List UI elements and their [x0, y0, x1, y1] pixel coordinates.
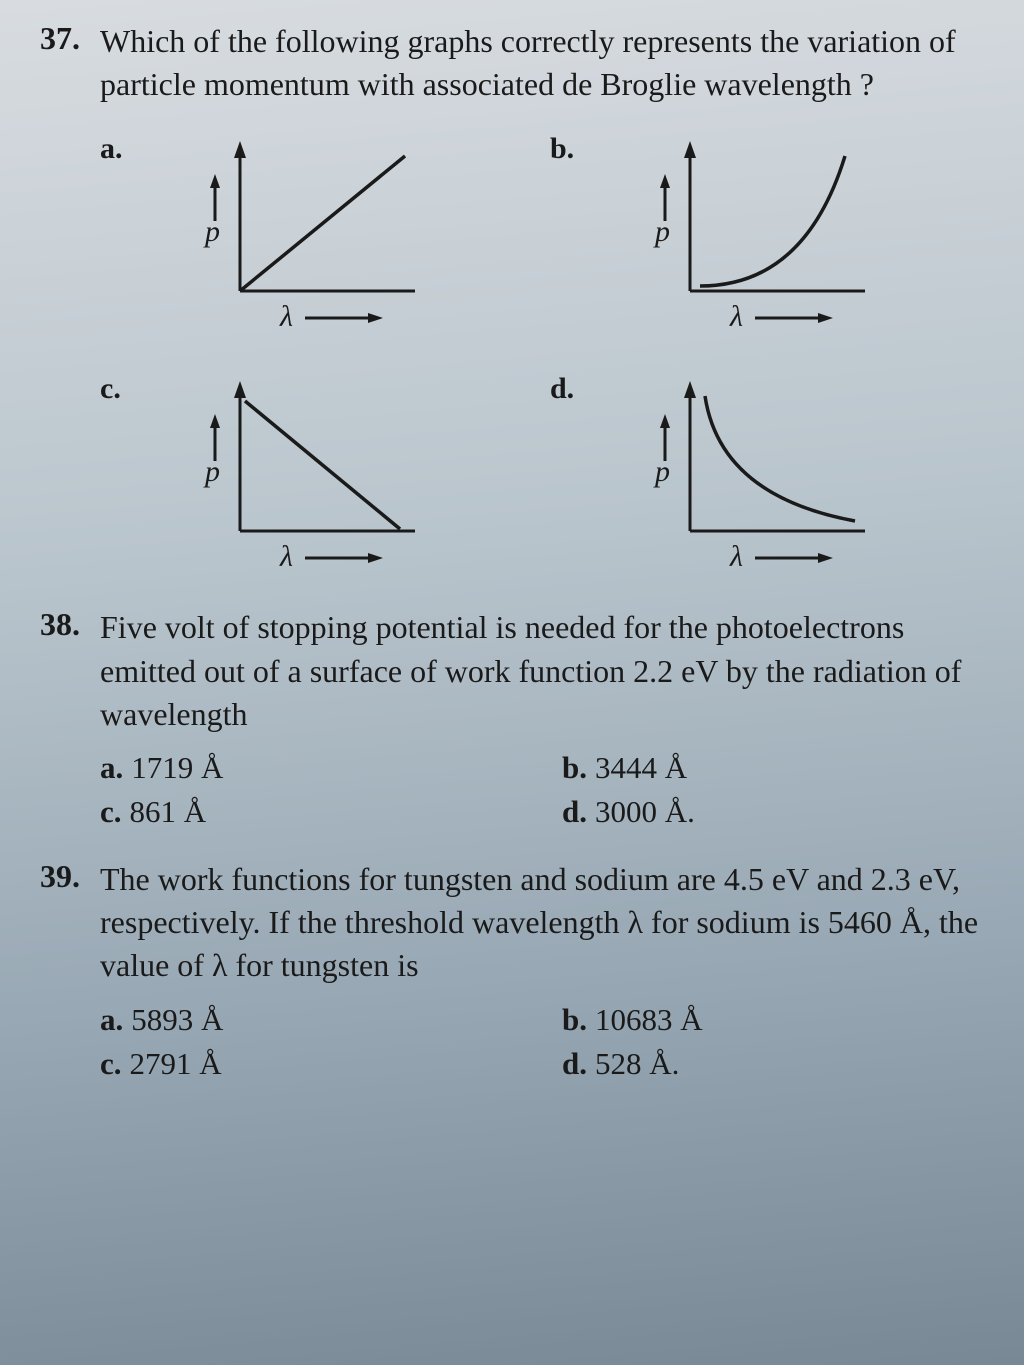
q39-block: 39. The work functions for tungsten and … — [40, 858, 984, 988]
q38-number: 38. — [40, 606, 100, 643]
q39-opt-c-value: 2791 Å — [130, 1046, 222, 1081]
q39-option-a: a.5893 Å — [100, 1002, 522, 1038]
page-container: 37. Which of the following graphs correc… — [0, 0, 1024, 1365]
q38-option-a: a.1719 Å — [100, 750, 522, 786]
q37-number: 37. — [40, 20, 100, 57]
q39-option-c: c.2791 Å — [100, 1046, 522, 1082]
q39-opt-a-value: 5893 Å — [131, 1002, 223, 1037]
q37-a-ylabel: p — [203, 215, 220, 248]
q38-opt-a-value: 1719 Å — [131, 750, 223, 785]
q38-opt-d-label: d. — [562, 794, 587, 829]
q38-opt-b-value: 3444 Å — [595, 750, 687, 785]
q37-graph-a-svg: p λ — [140, 126, 490, 336]
q37-graph-a-label: a. — [100, 126, 140, 166]
q37-text: Which of the following graphs correctly … — [100, 20, 984, 106]
q39-opt-c-label: c. — [100, 1046, 122, 1081]
q39-text: The work functions for tungsten and sodi… — [100, 858, 984, 988]
q38-option-d: d.3000 Å. — [562, 794, 984, 830]
q37-graph-b: b. p λ — [550, 126, 940, 336]
q38-opt-b-label: b. — [562, 750, 587, 785]
q37-graph-b-label: b. — [550, 126, 590, 166]
q39-opt-b-value: 10683 Å — [595, 1002, 703, 1037]
q37-graph-c-svg: p λ — [140, 366, 490, 576]
q38-options: a.1719 Å b.3444 Å c.861 Å d.3000 Å. — [100, 750, 984, 830]
q37-graph-b-svg: p λ — [590, 126, 940, 336]
q37-b-xlabel: λ — [729, 300, 743, 333]
q37-graph-d-svg: p λ — [590, 366, 940, 576]
q37-graph-d: d. p λ — [550, 366, 940, 576]
q39-option-d: d.528 Å. — [562, 1046, 984, 1082]
q38-opt-a-label: a. — [100, 750, 123, 785]
q37-graph-c-label: c. — [100, 366, 140, 406]
q37-graph-c: c. p λ — [100, 366, 490, 576]
question-37: 37. Which of the following graphs correc… — [40, 20, 984, 576]
q38-block: 38. Five volt of stopping potential is n… — [40, 606, 984, 736]
question-39: 39. The work functions for tungsten and … — [40, 858, 984, 1082]
q39-opt-d-label: d. — [562, 1046, 587, 1081]
q39-opt-b-label: b. — [562, 1002, 587, 1037]
q37-c-ylabel: p — [203, 455, 220, 488]
q37-d-xlabel: λ — [729, 540, 743, 573]
q37-graph-d-label: d. — [550, 366, 590, 406]
q38-opt-c-label: c. — [100, 794, 122, 829]
q39-options: a.5893 Å b.10683 Å c.2791 Å d.528 Å. — [100, 1002, 984, 1082]
q39-number: 39. — [40, 858, 100, 895]
q37-c-xlabel: λ — [279, 540, 293, 573]
q38-option-b: b.3444 Å — [562, 750, 984, 786]
q37-b-ylabel: p — [653, 215, 670, 248]
q37-block: 37. Which of the following graphs correc… — [40, 20, 984, 106]
q38-opt-d-value: 3000 Å. — [595, 794, 695, 829]
q37-graphs-grid: a. p λ — [100, 126, 940, 576]
q37-a-xlabel: λ — [279, 300, 293, 333]
q39-opt-a-label: a. — [100, 1002, 123, 1037]
q38-text: Five volt of stopping potential is neede… — [100, 606, 984, 736]
q39-opt-d-value: 528 Å. — [595, 1046, 679, 1081]
q39-option-b: b.10683 Å — [562, 1002, 984, 1038]
question-38: 38. Five volt of stopping potential is n… — [40, 606, 984, 830]
q37-graph-a: a. p λ — [100, 126, 490, 336]
q37-d-ylabel: p — [653, 455, 670, 488]
q38-option-c: c.861 Å — [100, 794, 522, 830]
q38-opt-c-value: 861 Å — [130, 794, 207, 829]
